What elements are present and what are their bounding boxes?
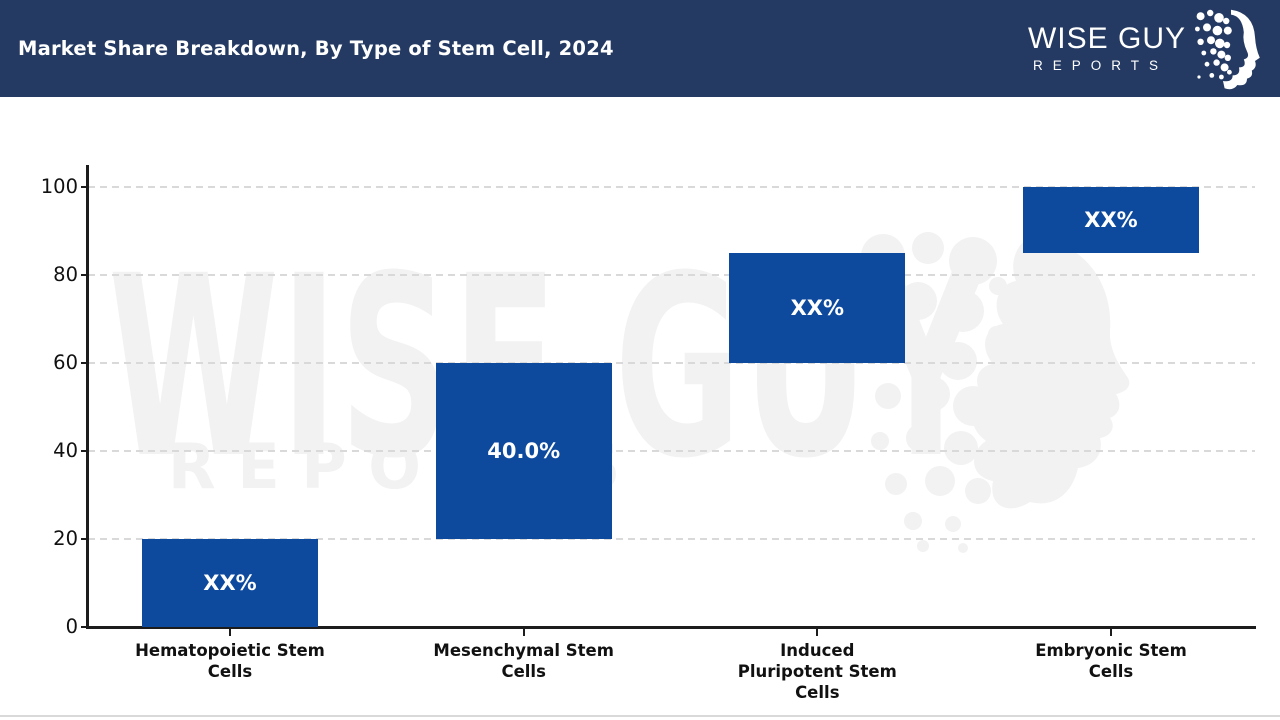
x-tick-mark bbox=[1110, 629, 1112, 636]
y-tick-label: 80 bbox=[53, 263, 78, 286]
y-tick-label: 100 bbox=[40, 175, 78, 198]
header-band: Market Share Breakdown, By Type of Stem … bbox=[0, 0, 1280, 97]
bar-segment bbox=[729, 253, 906, 363]
x-tick-mark bbox=[522, 629, 525, 636]
footer-divider bbox=[0, 715, 1280, 717]
x-category-label: Hematopoietic Stem Cells bbox=[135, 641, 325, 681]
wise-guy-reports-logo: WISE GUY REPORTS bbox=[1028, 5, 1266, 93]
gridline bbox=[88, 186, 1255, 188]
x-category-label: Induced Pluripotent Stem Cells bbox=[737, 641, 897, 702]
bar-value-label: XX% bbox=[203, 571, 257, 595]
logo-reports-text: REPORTS bbox=[1032, 58, 1168, 74]
bar-value-label: XX% bbox=[1084, 208, 1138, 232]
x-tick-mark bbox=[816, 629, 819, 636]
x-category-label: Mesenchymal Stem Cells bbox=[433, 641, 614, 681]
gridline bbox=[88, 274, 1255, 276]
gridline bbox=[88, 538, 1255, 540]
x-category-label: Embryonic Stem Cells bbox=[1035, 641, 1187, 681]
bar-value-label: XX% bbox=[790, 296, 845, 320]
logo-head-icon bbox=[1195, 9, 1260, 89]
bar-segment bbox=[435, 363, 612, 539]
y-tick-label: 40 bbox=[53, 439, 78, 462]
y-tick-mark bbox=[81, 450, 88, 452]
gridline bbox=[88, 362, 1255, 364]
page-title: Market Share Breakdown, By Type of Stem … bbox=[18, 37, 614, 60]
y-tick-mark bbox=[81, 626, 88, 628]
y-tick-mark bbox=[81, 538, 88, 540]
y-tick-mark bbox=[81, 274, 88, 276]
bar-value-label: 40.0% bbox=[487, 439, 561, 463]
y-tick-mark bbox=[81, 362, 88, 364]
y-tick-label: 20 bbox=[53, 527, 78, 550]
gridline bbox=[88, 450, 1255, 452]
y-tick-mark bbox=[81, 186, 88, 188]
bar-segment bbox=[142, 539, 318, 627]
y-tick-label: 0 bbox=[65, 615, 78, 638]
watermark-head-icon bbox=[861, 232, 1130, 553]
y-tick-label: 60 bbox=[53, 351, 78, 374]
x-axis-spine bbox=[86, 626, 1256, 629]
bar-segment bbox=[1023, 187, 1199, 253]
y-axis-spine bbox=[86, 165, 89, 629]
x-tick-mark bbox=[229, 629, 231, 636]
logo-brand-text: WISE GUY bbox=[1027, 22, 1186, 56]
